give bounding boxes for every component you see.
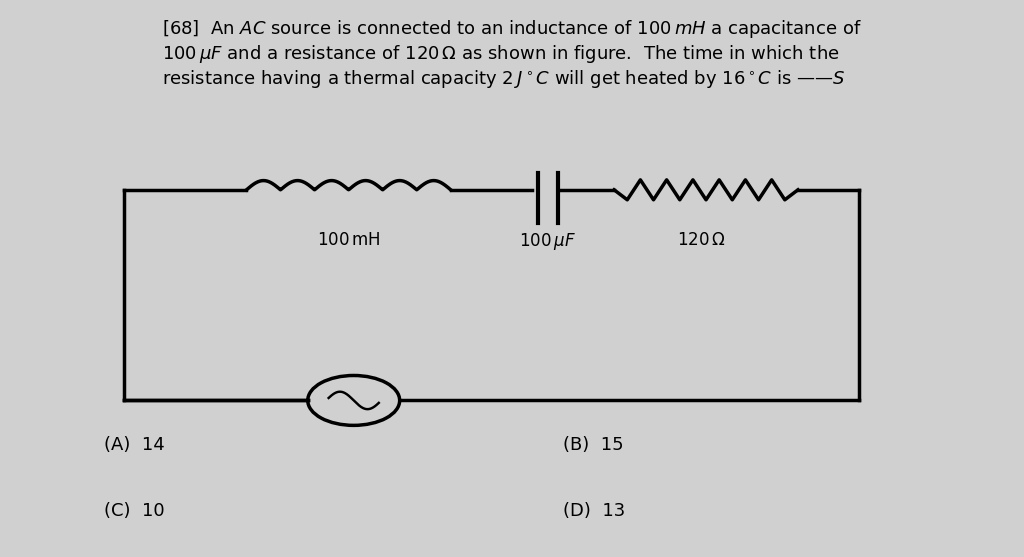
- Text: (B)  15: (B) 15: [563, 436, 624, 454]
- Text: (D)  13: (D) 13: [563, 502, 626, 520]
- Text: (C)  10: (C) 10: [103, 502, 164, 520]
- Text: $120\,\Omega$: $120\,\Omega$: [677, 231, 725, 250]
- Text: (A)  14: (A) 14: [103, 436, 164, 454]
- Text: $100\,\mathrm{mH}$: $100\,\mathrm{mH}$: [316, 231, 380, 250]
- Text: $100\,\mu F$: $100\,\mu F$: [519, 231, 577, 252]
- Text: [68]  An $AC$ source is connected to an inductance of $100\,mH$ a capacitance of: [68] An $AC$ source is connected to an i…: [162, 18, 862, 90]
